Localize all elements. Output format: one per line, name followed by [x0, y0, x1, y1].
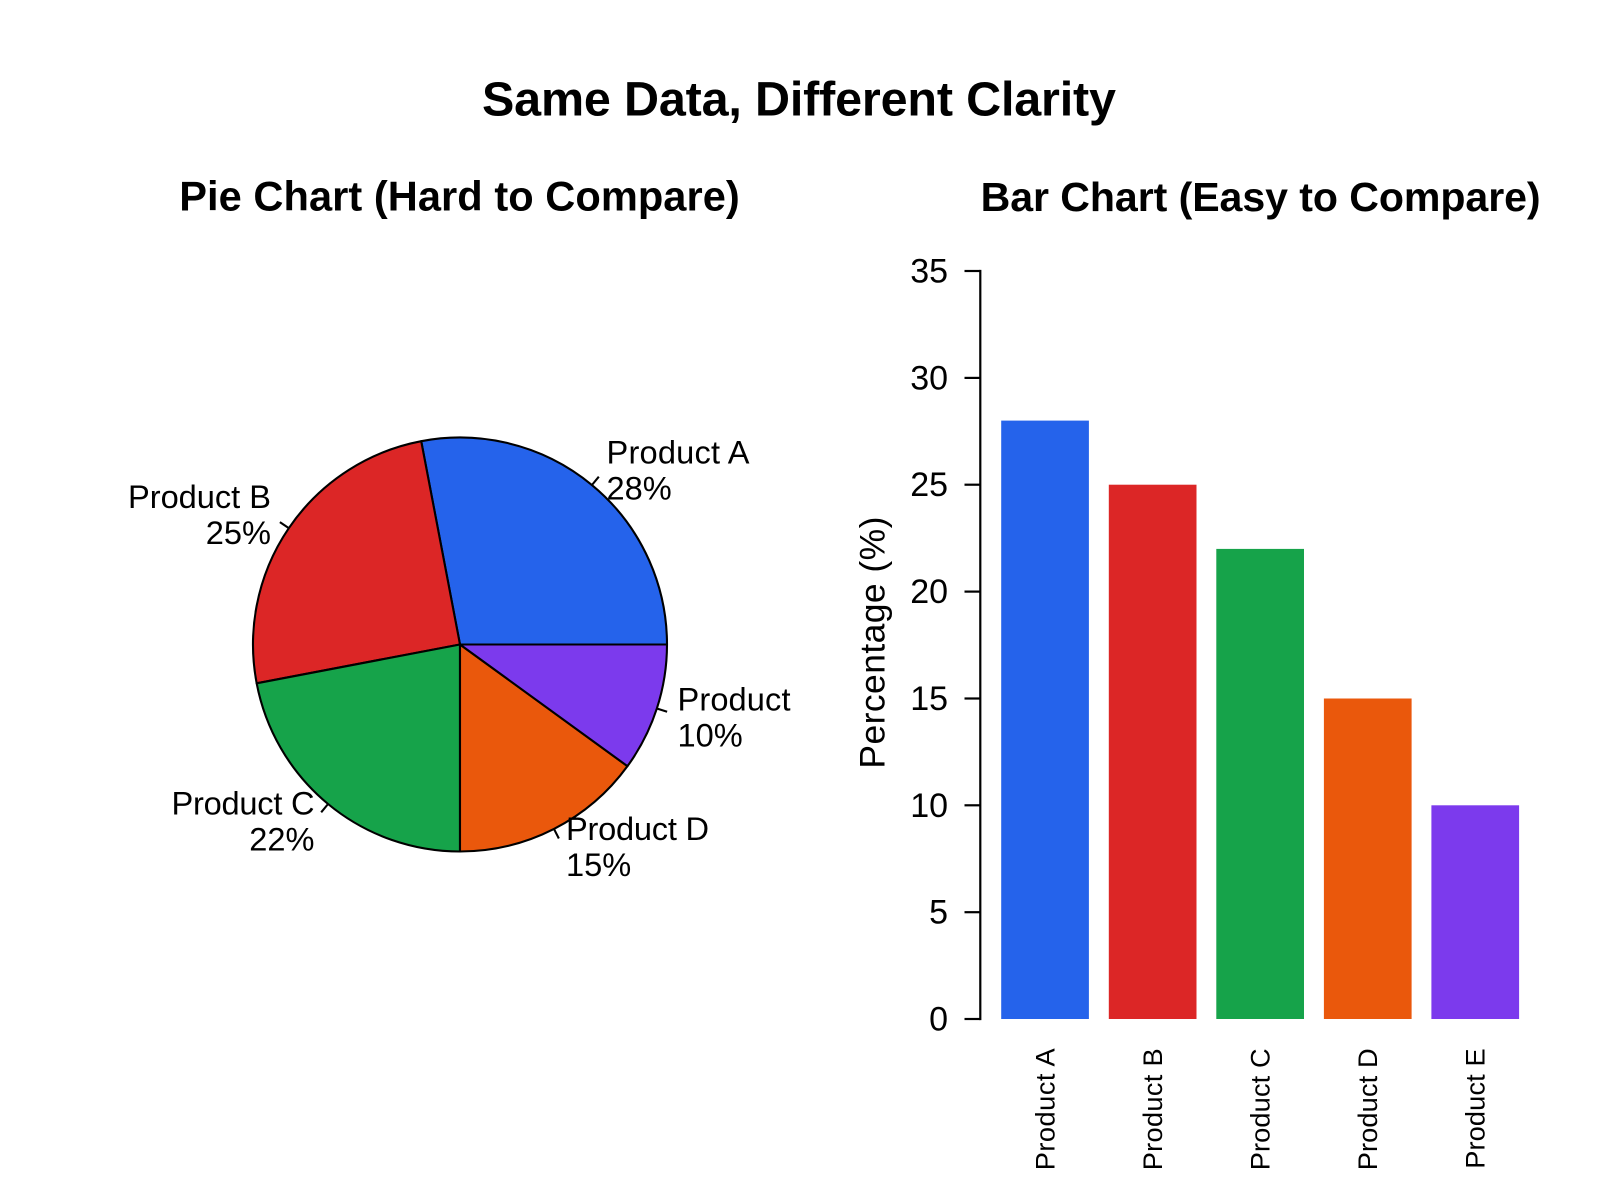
svg-text:Pie Chart (Hard to Compare): Pie Chart (Hard to Compare)	[179, 172, 740, 219]
svg-text:Product C: Product C	[1244, 1048, 1275, 1170]
svg-text:35: 35	[910, 253, 948, 291]
svg-text:Product E: Product E	[1460, 1048, 1491, 1169]
svg-text:15%: 15%	[566, 846, 631, 883]
svg-text:30: 30	[910, 359, 948, 397]
svg-text:Product A: Product A	[1029, 1047, 1060, 1170]
svg-text:Bar Chart (Easy to Compare): Bar Chart (Easy to Compare)	[981, 174, 1541, 220]
svg-text:25%: 25%	[206, 514, 271, 551]
svg-text:Product: Product	[678, 681, 791, 718]
svg-text:Same Data, Different Clarity: Same Data, Different Clarity	[482, 72, 1116, 126]
svg-text:Product B: Product B	[1137, 1048, 1168, 1170]
svg-text:Product B: Product B	[128, 478, 271, 515]
svg-text:Product D: Product D	[566, 810, 709, 847]
svg-text:5: 5	[929, 894, 948, 932]
svg-text:20: 20	[910, 573, 948, 611]
svg-text:Product D: Product D	[1352, 1048, 1383, 1170]
svg-text:22%: 22%	[249, 821, 314, 858]
svg-text:25: 25	[910, 466, 948, 504]
svg-text:15: 15	[910, 680, 948, 718]
svg-text:28%: 28%	[607, 470, 672, 507]
svg-text:0: 0	[929, 1001, 948, 1039]
svg-text:Product C: Product C	[172, 785, 315, 822]
svg-text:Percentage (%): Percentage (%)	[853, 517, 893, 769]
svg-text:10%: 10%	[678, 717, 743, 754]
svg-text:Product A: Product A	[607, 434, 750, 471]
svg-text:10: 10	[910, 787, 948, 825]
